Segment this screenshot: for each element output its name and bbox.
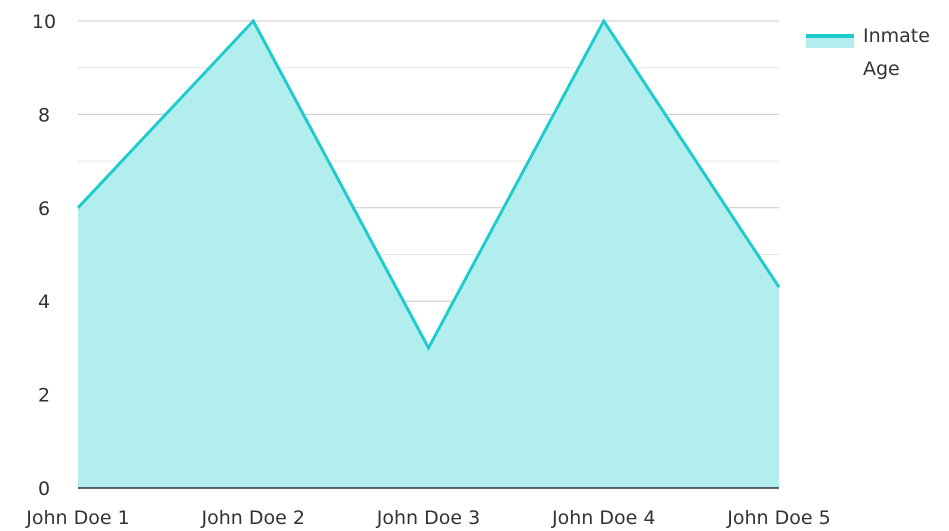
- y-tick-label: 4: [38, 291, 50, 313]
- legend[interactable]: Inmate Age: [806, 25, 930, 80]
- x-tick-label: John Doe 3: [376, 507, 480, 529]
- series-area-fill: [78, 21, 779, 488]
- y-tick-label: 2: [38, 385, 50, 407]
- y-axis-tick-labels: 0 2 4 6 8 10: [32, 11, 56, 500]
- series-line-layer: [76, 18, 781, 352]
- series-line: [76, 18, 781, 352]
- legend-label-line-1: Inmate: [863, 25, 930, 47]
- x-tick-label: John Doe 2: [201, 507, 305, 529]
- x-tick-label: John Doe 4: [551, 507, 655, 529]
- area-fill-layer: [78, 21, 779, 488]
- x-tick-label: John Doe 5: [726, 507, 830, 529]
- legend-label-line-2: Age: [863, 58, 900, 80]
- x-axis-tick-labels: John Doe 1 John Doe 2 John Doe 3 John Doe 4…: [25, 507, 830, 529]
- y-tick-label: 6: [38, 198, 50, 220]
- y-tick-label: 10: [32, 11, 56, 33]
- y-tick-label: 8: [38, 104, 50, 126]
- x-tick-label: John Doe 1: [25, 507, 129, 529]
- legend-swatch-fill: [806, 36, 854, 48]
- y-tick-label: 0: [38, 478, 50, 500]
